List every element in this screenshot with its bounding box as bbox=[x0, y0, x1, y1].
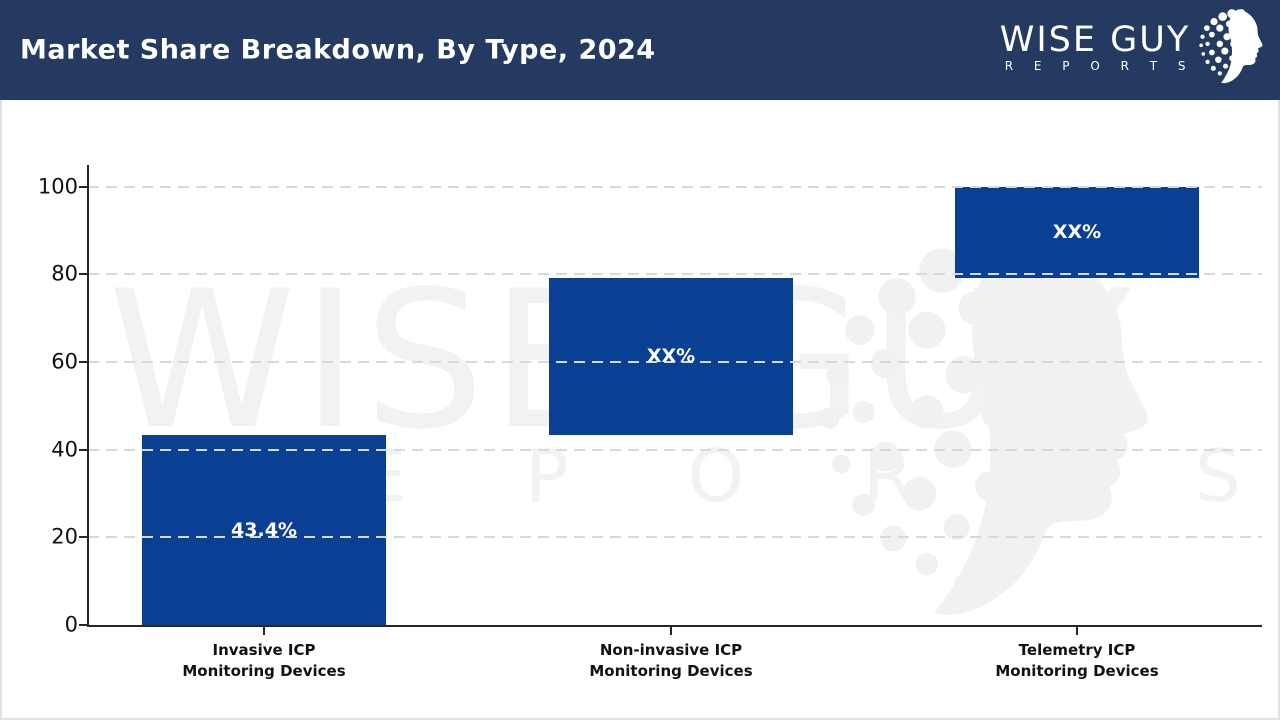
x-tick-mark bbox=[263, 627, 265, 635]
wise-guy-logo: WISE GUY R E P O R T S bbox=[1000, 8, 1268, 87]
x-tick-label-line: Monitoring Devices bbox=[995, 662, 1159, 680]
y-axis-line bbox=[87, 165, 89, 627]
y-tick-label: 40 bbox=[51, 437, 78, 462]
logo-wordmark: WISE GUY bbox=[999, 19, 1191, 60]
x-tick-label: Non-invasive ICP Monitoring Devices bbox=[501, 640, 841, 682]
y-tick-label: 20 bbox=[51, 524, 78, 549]
x-tick-label-line: Monitoring Devices bbox=[589, 662, 753, 680]
logo-subtitle: R E P O R T S bbox=[1004, 59, 1194, 74]
y-tick-mark bbox=[79, 273, 88, 276]
y-tick-mark bbox=[79, 185, 88, 188]
y-tick-label: 100 bbox=[37, 174, 78, 199]
y-tick-label: 0 bbox=[64, 612, 78, 637]
bar-value-label: XX% bbox=[1052, 221, 1102, 244]
header: Market Share Breakdown, By Type, 2024 WI… bbox=[0, 0, 1280, 100]
bar-value-label: 43.4% bbox=[231, 518, 297, 541]
x-tick-label-line: Non-invasive ICP bbox=[599, 641, 743, 659]
page-title: Market Share Breakdown, By Type, 2024 bbox=[20, 34, 656, 66]
x-tick-label: Telemetry ICP Monitoring Devices bbox=[907, 640, 1247, 682]
logo-face-icon bbox=[1199, 9, 1263, 84]
x-tick-mark bbox=[1076, 627, 1078, 635]
y-tick-label: 80 bbox=[51, 261, 78, 286]
y-tick-mark bbox=[79, 361, 88, 364]
y-tick-mark bbox=[79, 624, 88, 626]
logo-text: WISE GUY R E P O R T S bbox=[999, 19, 1194, 74]
x-tick-label-line: Invasive ICP bbox=[212, 641, 316, 659]
bar bbox=[549, 277, 793, 435]
gridline bbox=[88, 536, 1262, 539]
gridline bbox=[88, 273, 1262, 276]
x-tick-label: Invasive ICP Monitoring Devices bbox=[94, 640, 434, 682]
bar bbox=[142, 434, 386, 625]
bar bbox=[955, 186, 1199, 278]
x-tick-mark bbox=[670, 627, 672, 635]
x-axis-line bbox=[87, 625, 1262, 627]
bar-value-label: XX% bbox=[646, 345, 696, 368]
y-tick-mark bbox=[79, 536, 88, 539]
x-tick-label-line: Telemetry ICP bbox=[1018, 641, 1136, 659]
y-tick-mark bbox=[79, 448, 88, 451]
gridline bbox=[88, 448, 1262, 451]
gridline bbox=[88, 361, 1262, 364]
gridline bbox=[88, 185, 1262, 188]
x-tick-label-line: Monitoring Devices bbox=[182, 662, 346, 680]
y-tick-label: 60 bbox=[51, 349, 78, 374]
